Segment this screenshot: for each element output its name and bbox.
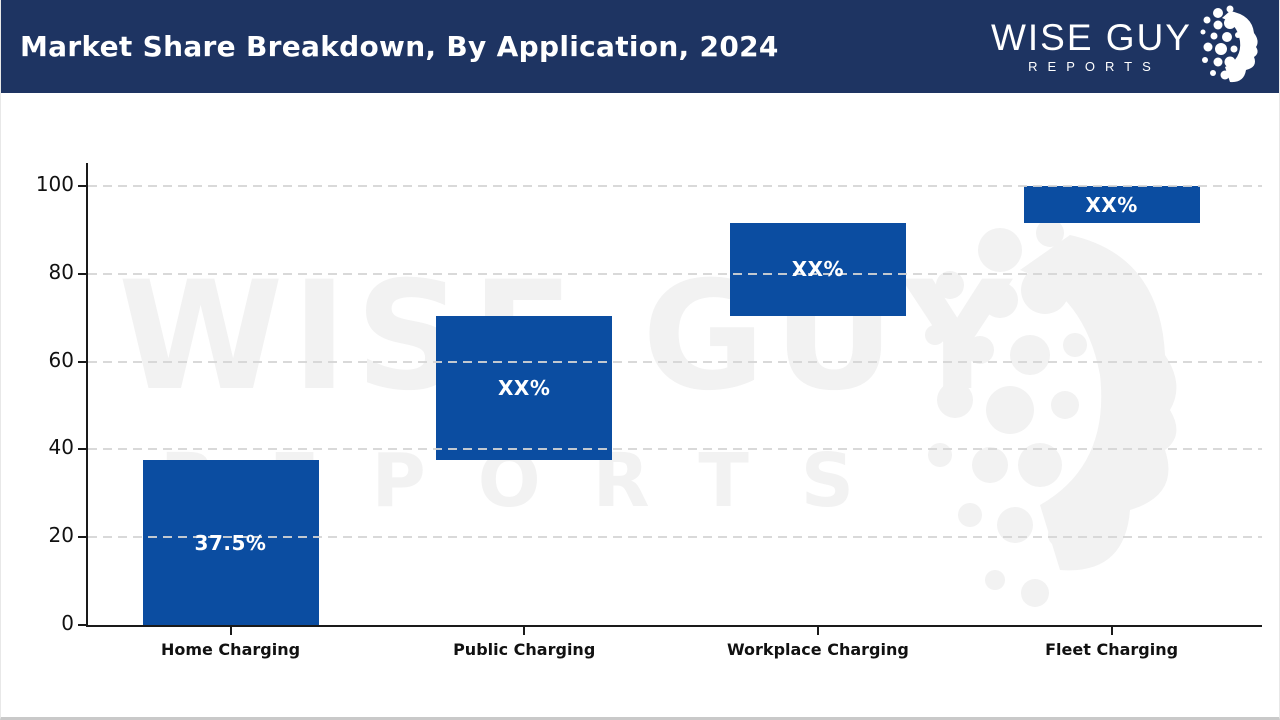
bar-value-label: XX% bbox=[1085, 192, 1138, 217]
y-tick-label: 80 bbox=[48, 259, 74, 284]
y-tick-mark bbox=[78, 272, 86, 275]
bar-value-label: XX% bbox=[791, 257, 845, 282]
x-axis-label: Workplace Charging bbox=[726, 640, 909, 659]
x-axis-line bbox=[86, 625, 1262, 627]
bar-public-charging bbox=[436, 315, 613, 461]
logo-reports-text: REPORTS bbox=[1028, 59, 1161, 74]
logo-text: WISE GUY REPORTS bbox=[991, 19, 1192, 74]
y-tick-label: 60 bbox=[48, 347, 74, 372]
y-tick-label: 0 bbox=[61, 611, 74, 635]
gridline-60 bbox=[88, 360, 1262, 363]
y-tick-label: 40 bbox=[48, 435, 74, 460]
bar-value-label: 37.5% bbox=[194, 530, 267, 555]
y-tick-mark bbox=[78, 360, 86, 363]
x-axis-label: Fleet Charging bbox=[1045, 640, 1179, 659]
y-tick-mark bbox=[78, 185, 86, 187]
x-tick-mark bbox=[523, 627, 526, 635]
x-tick-mark bbox=[816, 627, 819, 635]
bar-home-charging bbox=[142, 460, 319, 625]
y-tick-mark bbox=[78, 624, 86, 626]
gridline-80 bbox=[88, 272, 1262, 275]
x-axis-label: Public Charging bbox=[453, 640, 596, 659]
chart-title: Market Share Breakdown, By Application, … bbox=[20, 30, 779, 63]
dotted-head-logo-icon bbox=[1200, 5, 1258, 82]
wise-guy-reports-logo: WISE GUY REPORTS bbox=[991, 5, 1266, 89]
x-tick-mark bbox=[229, 627, 232, 635]
gridline-20 bbox=[88, 536, 1262, 539]
gridline-100 bbox=[88, 185, 1262, 187]
y-axis-line bbox=[86, 163, 88, 627]
y-tick-label: 100 bbox=[35, 172, 74, 196]
y-tick-label: 20 bbox=[48, 523, 74, 548]
y-tick-mark bbox=[78, 448, 86, 451]
header-bar: Market Share Breakdown, By Application, … bbox=[0, 0, 1280, 93]
bar-fleet-charging bbox=[1023, 186, 1200, 224]
bar-workplace-charging bbox=[729, 223, 906, 316]
watermark-dotted-head bbox=[925, 219, 1177, 607]
x-tick-mark bbox=[1110, 627, 1113, 635]
x-axis-label: Home Charging bbox=[160, 640, 301, 659]
logo-wiseguy-text: WISE GUY bbox=[990, 17, 1192, 58]
gridline-40 bbox=[88, 448, 1262, 451]
bar-value-label: XX% bbox=[497, 375, 551, 400]
y-tick-mark bbox=[78, 536, 86, 539]
